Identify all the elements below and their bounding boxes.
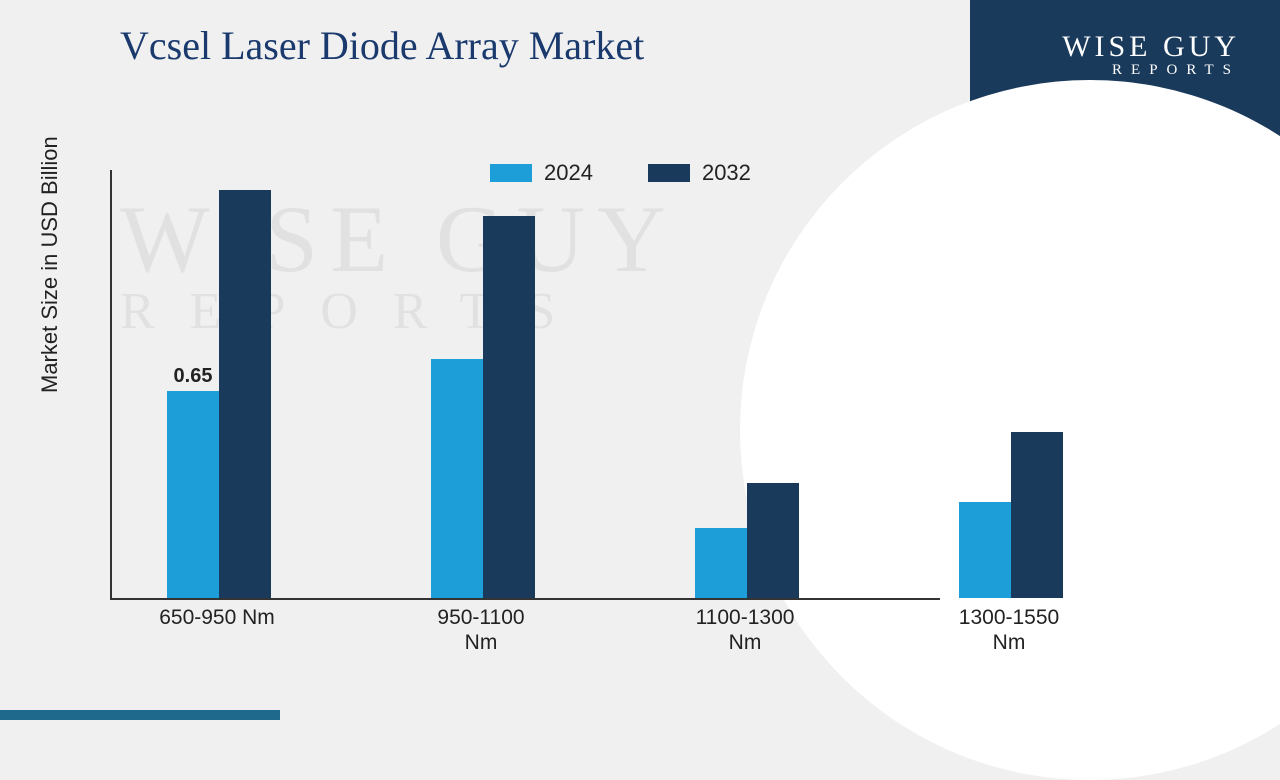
y-axis-label: Market Size in USD Billion <box>37 136 63 393</box>
bottom-accent-bar <box>0 710 280 720</box>
bar-2024-1 <box>431 359 483 598</box>
bar-2032-1 <box>483 216 535 598</box>
bar-2024-2 <box>695 528 747 598</box>
chart-area: Market Size in USD Billion 0.65 650-950 … <box>60 150 960 670</box>
bar-value-label: 0.65 <box>174 365 213 388</box>
x-label-3: 1300-1550Nm <box>917 605 1101 655</box>
logo-main-text: WISE GUY <box>1062 30 1240 64</box>
x-axis-labels: 650-950 Nm950-1100Nm1100-1300Nm1300-1550… <box>110 605 940 665</box>
bar-2032-0 <box>219 190 271 598</box>
bar-2032-2 <box>747 483 799 598</box>
brand-logo: WISE GUY REPORTS <box>1062 30 1240 79</box>
bar-2024-3 <box>959 502 1011 598</box>
logo-sub-text: REPORTS <box>1062 62 1240 79</box>
x-label-2: 1100-1300Nm <box>653 605 837 655</box>
x-label-1: 950-1100Nm <box>389 605 573 655</box>
chart-title: Vcsel Laser Diode Array Market <box>120 22 644 69</box>
x-label-0: 650-950 Nm <box>125 605 309 630</box>
bar-2032-3 <box>1011 432 1063 598</box>
bar-2024-0: 0.65 <box>167 391 219 598</box>
chart-plot: 0.65 <box>110 170 940 600</box>
